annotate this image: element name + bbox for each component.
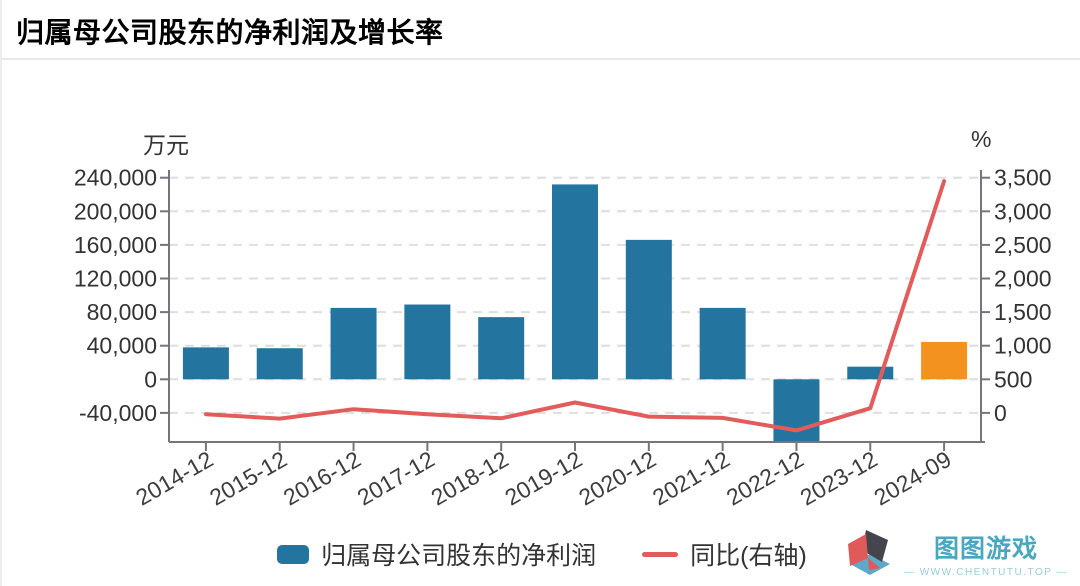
- page-title: 归属母公司股东的净利润及增长率: [16, 17, 444, 48]
- x-tick-label-2022-12: 2022-12: [722, 446, 808, 511]
- y-right-tick-label: 1,000: [994, 333, 1052, 359]
- y-right-tick-label: 2,000: [994, 266, 1052, 292]
- bar-2019-12[interactable]: [552, 184, 598, 380]
- y-right-tick-label: 0: [994, 400, 1007, 426]
- y-right-tick-label: 500: [994, 366, 1032, 392]
- x-tick-label-2014-12: 2014-12: [131, 446, 217, 511]
- legend-label-yoy: 同比(右轴): [690, 542, 807, 570]
- y-left-tick-label: -40,000: [79, 400, 157, 426]
- x-tick-label-2019-12: 2019-12: [500, 446, 586, 511]
- y-left-tick-label: 80,000: [87, 299, 157, 325]
- y-left-tick-label: 160,000: [74, 232, 157, 258]
- line-legend-swatch: [642, 551, 679, 557]
- legend-label-net-profit: 归属母公司股东的净利润: [321, 542, 597, 570]
- y-right-tick-label: 3,500: [994, 165, 1052, 191]
- watermark-logo-icon: [847, 530, 890, 575]
- watermark-url: — WWW.CHENTUTU.TOP —: [903, 566, 1068, 578]
- y-right-tick-label: 1,500: [994, 299, 1052, 325]
- y-left-tick-label: 120,000: [74, 266, 157, 292]
- right-axis-unit-label: %: [971, 126, 992, 152]
- header-divider: [2, 58, 1080, 60]
- y-left-tick-label: 200,000: [74, 198, 157, 224]
- x-tick-label-2017-12: 2017-12: [353, 446, 439, 511]
- x-tick-label-2015-12: 2015-12: [205, 446, 291, 511]
- y-left-tick-label: 240,000: [74, 165, 157, 191]
- bar-2021-12[interactable]: [699, 307, 746, 380]
- x-tick-label-2016-12: 2016-12: [279, 446, 365, 511]
- bar-2018-12[interactable]: [478, 317, 525, 380]
- y-right-tick-label: 3,000: [994, 198, 1052, 224]
- legend-item-yoy[interactable]: 同比(右轴): [642, 536, 807, 572]
- x-tick-label-2023-12: 2023-12: [796, 446, 882, 511]
- bar-2014-12[interactable]: [182, 347, 229, 380]
- bar-2017-12[interactable]: [404, 304, 451, 380]
- watermark: 图图游戏 — WWW.CHENTUTU.TOP —: [844, 528, 1068, 578]
- x-tick-label-2020-12: 2020-12: [574, 446, 660, 511]
- watermark-brand: 图图游戏: [933, 534, 1038, 563]
- x-tick-label-2018-12: 2018-12: [427, 446, 513, 511]
- left-axis-unit-label: 万元: [143, 132, 189, 158]
- x-tick-label-2024-09: 2024-09: [869, 446, 955, 511]
- bar-2023-12[interactable]: [847, 366, 894, 380]
- legend-item-net-profit[interactable]: 归属母公司股东的净利润: [277, 536, 596, 572]
- legend: 归属母公司股东的净利润 同比(右轴): [2, 536, 1080, 572]
- y-left-tick-label: 40,000: [87, 333, 157, 359]
- y-right-tick-label: 2,500: [994, 232, 1052, 258]
- bar-2015-12[interactable]: [256, 348, 303, 380]
- bar-2016-12[interactable]: [330, 307, 377, 380]
- x-tick-label-2021-12: 2021-12: [648, 446, 734, 511]
- yoy-line[interactable]: [203, 179, 947, 433]
- bar-legend-swatch: [277, 544, 310, 564]
- bar-2024-09[interactable]: [921, 341, 968, 380]
- bar-2020-12[interactable]: [625, 239, 672, 380]
- y-left-tick-label: 0: [144, 366, 157, 392]
